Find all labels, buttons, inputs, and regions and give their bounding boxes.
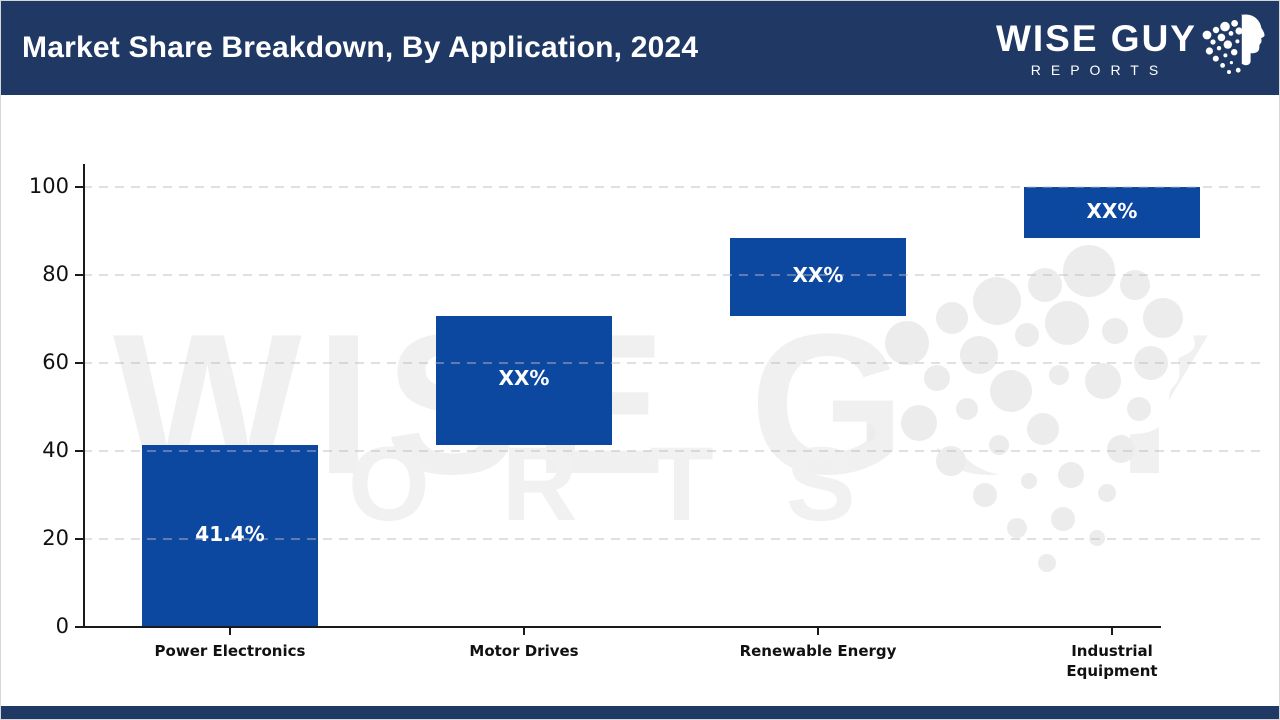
x-category-label: Renewable Energy <box>739 642 897 660</box>
x-category-label: Industrial Equipment <box>1066 642 1158 681</box>
y-axis-tick-label: 40 <box>42 438 69 462</box>
y-axis-tick-label: 100 <box>28 174 69 198</box>
y-axis-tick-label: 0 <box>55 614 69 638</box>
x-axis-tick <box>229 628 231 635</box>
x-axis-tick <box>817 628 819 635</box>
x-category-label: Power Electronics <box>154 642 306 660</box>
logo-subtext: REPORTS <box>1030 61 1169 78</box>
bar-renewable-energy <box>730 238 906 316</box>
y-axis-tick-label: 60 <box>42 350 69 374</box>
bar-industrial-equipment <box>1024 187 1200 239</box>
bar-value-label: XX% <box>1086 198 1138 223</box>
y-axis-tick <box>75 538 83 540</box>
y-axis-tick <box>75 274 83 276</box>
y-axis-spine <box>83 164 85 628</box>
watermark-head-dots <box>867 240 1195 572</box>
x-axis-spine <box>83 626 1161 628</box>
bar-value-label: XX% <box>498 366 550 391</box>
x-category-label: Motor Drives <box>469 642 579 660</box>
y-axis-tick <box>75 450 83 452</box>
y-axis-tick-label: 20 <box>42 526 69 550</box>
logo-wordmark: WISE GUY <box>995 17 1197 59</box>
bar-motor-drives <box>436 315 612 445</box>
x-axis-tick <box>523 628 525 635</box>
bar-value-label: 41.4% <box>195 521 265 546</box>
footer-bar <box>1 706 1279 719</box>
y-axis-tick <box>75 626 83 628</box>
logo-head-icon <box>1202 14 1265 74</box>
x-axis-tick <box>1111 628 1113 635</box>
bar-value-label: XX% <box>792 262 844 287</box>
y-axis-tick-label: 80 <box>42 262 69 286</box>
wise-guy-reports-logo: WISE GUY REPORTS <box>996 9 1265 87</box>
header-bar: Market Share Breakdown, By Application, … <box>1 1 1279 95</box>
page-title: Market Share Breakdown, By Application, … <box>22 31 699 64</box>
bar-power-electronics <box>142 444 318 627</box>
y-axis-tick <box>75 186 83 188</box>
y-axis-tick <box>75 362 83 364</box>
